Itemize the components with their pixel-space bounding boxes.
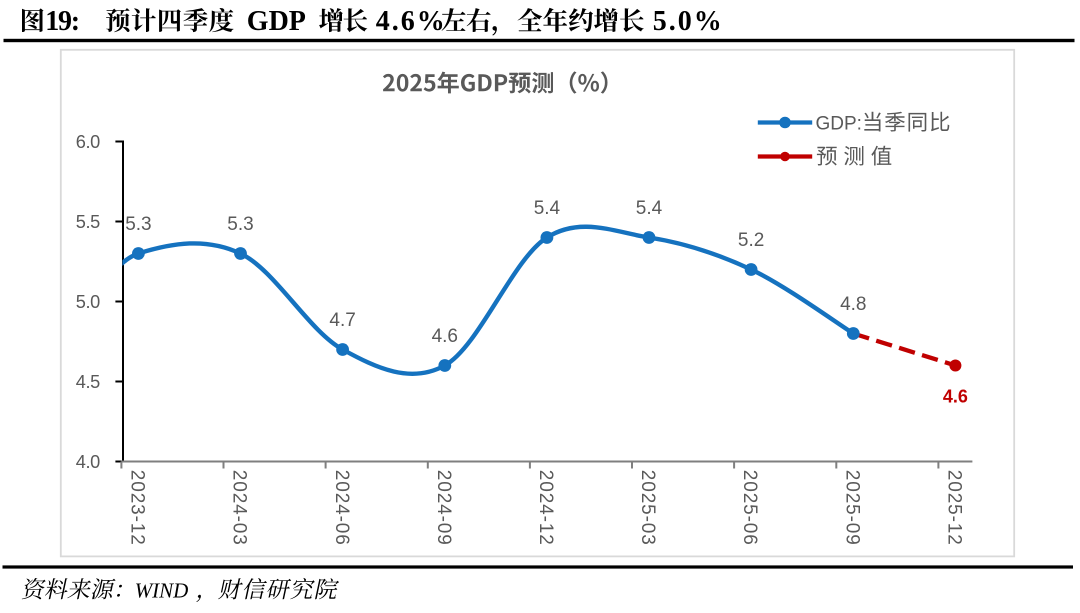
svg-text:19:: 19:	[45, 6, 79, 37]
svg-text:2024-06: 2024-06	[331, 470, 352, 545]
svg-text:5.3: 5.3	[125, 214, 151, 235]
svg-text:WIND: WIND	[135, 579, 189, 603]
svg-text:2024-03: 2024-03	[229, 470, 250, 545]
svg-text:4.8: 4.8	[840, 294, 866, 315]
svg-text:2025-09: 2025-09	[841, 470, 862, 545]
svg-text:4.7: 4.7	[329, 310, 355, 331]
svg-text:5.2: 5.2	[738, 230, 764, 251]
svg-text:2025-06: 2025-06	[739, 470, 760, 545]
svg-text:5.0: 5.0	[76, 292, 101, 312]
svg-text:4.5: 4.5	[76, 372, 101, 392]
svg-text:5.0%: 5.0%	[653, 6, 724, 37]
svg-text:4.6%: 4.6%	[376, 6, 447, 37]
svg-text:2025-03: 2025-03	[637, 470, 658, 545]
svg-text:2024-09: 2024-09	[433, 470, 454, 545]
svg-text:5.5: 5.5	[76, 212, 101, 232]
svg-text:5.3: 5.3	[227, 214, 253, 235]
svg-text:GDP:: GDP:	[816, 113, 862, 134]
svg-text:2023-12: 2023-12	[127, 470, 148, 545]
svg-text:GDP: GDP	[247, 6, 306, 37]
svg-text:4.0: 4.0	[76, 452, 101, 472]
svg-text:2024-12: 2024-12	[535, 470, 556, 545]
svg-text:5.4: 5.4	[534, 198, 561, 219]
svg-text:4.6: 4.6	[943, 387, 968, 407]
svg-text:6.0: 6.0	[76, 132, 101, 152]
svg-text:4.6: 4.6	[432, 326, 458, 347]
svg-text:5.4: 5.4	[636, 198, 663, 219]
svg-text:2025-12: 2025-12	[944, 470, 965, 545]
